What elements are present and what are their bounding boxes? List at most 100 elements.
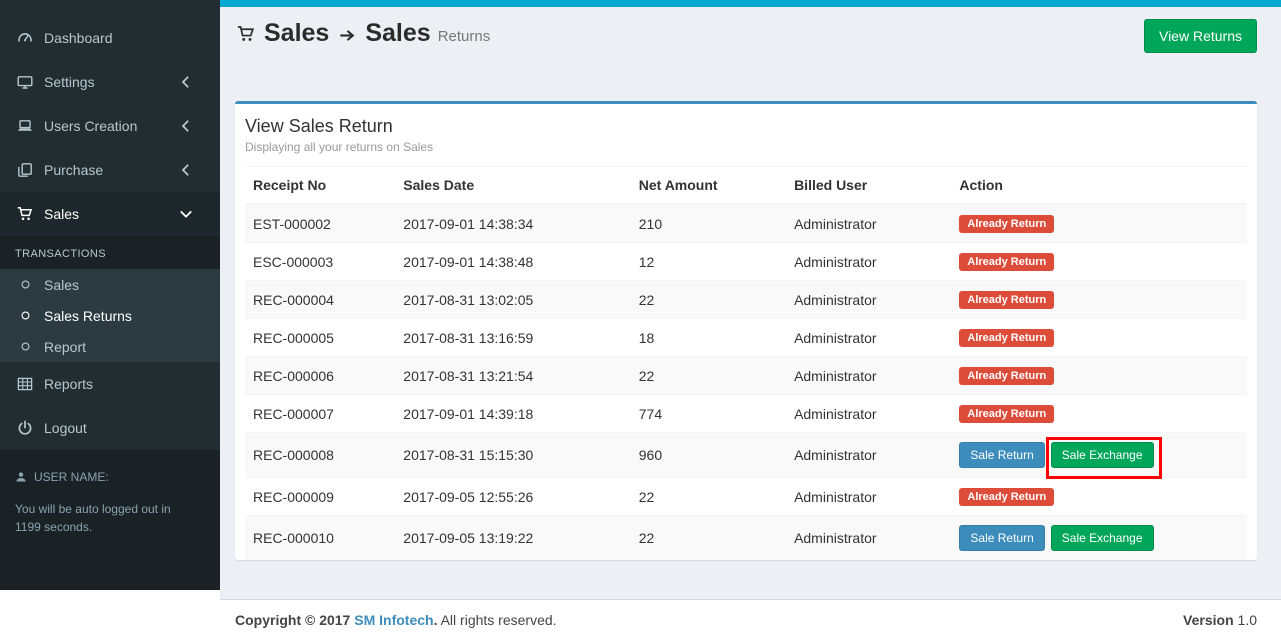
cell-action: Already Return <box>951 356 1247 395</box>
cell-receipt-no: REC-000009 <box>245 477 396 516</box>
cell-sales-date: 2017-09-05 13:19:22 <box>395 515 631 560</box>
cell-sales-date: 2017-08-31 13:21:54 <box>395 356 631 395</box>
table-row: REC-000009 2017-09-05 12:55:26 22 Administr… <box>245 477 1247 516</box>
chevron-down-icon <box>176 206 196 222</box>
table-row: REC-000005 2017-08-31 13:16:59 18 Administr… <box>245 318 1247 357</box>
user-icon <box>15 471 27 483</box>
shopping-cart-icon <box>15 206 35 222</box>
already-return-badge: Already Return <box>959 405 1055 423</box>
cell-net-amount: 960 <box>630 432 787 478</box>
sidebar-item-users-creation[interactable]: Users Creation <box>0 104 220 148</box>
cell-receipt-no: REC-000008 <box>245 432 396 478</box>
cell-sales-date: 2017-08-31 13:16:59 <box>395 318 631 357</box>
sales-return-card: View Sales Return Displaying all your re… <box>235 101 1257 560</box>
sidebar-item-purchase[interactable]: Purchase <box>0 148 220 192</box>
sidebar-item-logout[interactable]: Logout <box>0 406 220 450</box>
copy-icon <box>15 162 35 178</box>
page-title: Sales Sales Returns <box>235 19 490 48</box>
sale-exchange-button[interactable]: Sale Exchange <box>1050 442 1154 468</box>
sidebar-item-dashboard[interactable]: Dashboard <box>0 16 220 60</box>
circle-o-icon <box>15 310 35 322</box>
content-header: Sales Sales Returns View Returns <box>220 7 1281 53</box>
table-row: EST-000002 2017-09-01 14:38:34 210 Administ… <box>245 203 1247 243</box>
sidebar-item-label: Users Creation <box>44 118 138 134</box>
cell-sales-date: 2017-09-01 14:38:48 <box>395 242 631 281</box>
cell-billed-user: Administrator <box>786 280 952 319</box>
sidebar-item-sales[interactable]: Sales <box>0 192 220 236</box>
sidebar-subitem-sales-returns[interactable]: Sales Returns <box>0 300 220 331</box>
cell-billed-user: Administrator <box>786 432 952 478</box>
user-panel: USER NAME: You will be auto logged out i… <box>0 450 220 590</box>
table-row: REC-000010 2017-09-05 13:19:22 22 Administr… <box>245 515 1247 560</box>
sidebar-panel: Dashboard Settings Users Creation <box>0 0 220 590</box>
sidebar-item-label: Reports <box>44 376 94 392</box>
table-row: REC-000007 2017-09-01 14:39:18 774 Administ… <box>245 394 1247 433</box>
table-icon <box>15 376 35 392</box>
table-row: REC-000006 2017-08-31 13:21:54 22 Administr… <box>245 356 1247 395</box>
version-label: Version <box>1183 611 1234 628</box>
column-header-net-amount: Net Amount <box>630 166 787 205</box>
cell-billed-user: Administrator <box>786 318 952 357</box>
cart-icon <box>235 24 257 44</box>
user-name-label: USER NAME: <box>34 470 109 484</box>
already-return-badge: Already Return <box>959 329 1055 347</box>
sidebar-nav: Dashboard Settings Users Creation <box>0 16 220 450</box>
view-returns-button[interactable]: View Returns <box>1143 19 1257 53</box>
cell-receipt-no: EST-000002 <box>245 203 396 243</box>
sidebar-item-label: Settings <box>44 74 95 90</box>
cell-action: Already Return <box>951 318 1247 357</box>
dashboard-icon <box>15 30 35 46</box>
card-title: View Sales Return <box>245 116 393 136</box>
table-row: ESC-000003 2017-09-01 14:38:48 12 Administr… <box>245 242 1247 281</box>
cell-receipt-no: REC-000004 <box>245 280 396 319</box>
copyright-text: Copyright © 2017 SM Infotech. All rights… <box>235 612 557 628</box>
cell-action: Already Return <box>951 280 1247 319</box>
cell-sales-date: 2017-08-31 13:02:05 <box>395 280 631 319</box>
page-title-secondary: Sales <box>365 19 431 47</box>
cell-billed-user: Administrator <box>786 394 952 433</box>
power-icon <box>15 420 35 436</box>
table-row: REC-000004 2017-08-31 13:02:05 22 Administr… <box>245 280 1247 319</box>
sidebar-subitem-label: Sales <box>44 276 80 293</box>
cell-billed-user: Administrator <box>786 203 952 243</box>
main-content: Sales Sales Returns View Returns View Sa… <box>220 0 1281 639</box>
cell-receipt-no: ESC-000003 <box>245 242 396 281</box>
laptop-icon <box>15 118 35 134</box>
chevron-left-icon <box>176 118 196 134</box>
sidebar-subitem-sales[interactable]: Sales <box>0 269 220 300</box>
cell-net-amount: 22 <box>630 356 787 395</box>
card-header: View Sales Return Displaying all your re… <box>235 104 1257 160</box>
already-return-badge: Already Return <box>959 253 1055 271</box>
cell-action: Already Return <box>951 477 1247 516</box>
sidebar-section-transactions: TRANSACTIONS <box>0 236 220 269</box>
copyright-year: Copyright © 2017 <box>235 611 351 628</box>
cell-action: Sale Return Sale Exchange <box>951 432 1247 479</box>
sidebar-item-reports[interactable]: Reports <box>0 362 220 406</box>
cell-sales-date: 2017-08-31 15:15:30 <box>395 432 631 478</box>
cell-billed-user: Administrator <box>786 477 952 516</box>
user-name-row: USER NAME: <box>15 470 205 484</box>
brand-link[interactable]: SM Infotech <box>354 611 434 628</box>
card-subtitle: Displaying all your returns on Sales <box>245 140 434 154</box>
cell-action: Already Return <box>951 242 1247 281</box>
sale-exchange-button[interactable]: Sale Exchange <box>1050 525 1154 551</box>
circle-o-icon <box>15 279 35 291</box>
sale-return-button[interactable]: Sale Return <box>959 525 1045 551</box>
sidebar-subitem-label: Report <box>44 338 87 355</box>
sidebar-subitem-report[interactable]: Report <box>0 331 220 362</box>
table-head: Receipt No Sales Date Net Amount Billed Use… <box>245 166 1247 205</box>
version-number: 1.0 <box>1237 611 1257 628</box>
cell-action: Already Return <box>951 203 1247 243</box>
sale-return-button[interactable]: Sale Return <box>959 442 1045 468</box>
sidebar-item-settings[interactable]: Settings <box>0 60 220 104</box>
cell-receipt-no: REC-000007 <box>245 394 396 433</box>
arrow-right-icon <box>338 29 356 43</box>
page-title-primary: Sales <box>264 19 330 47</box>
cell-net-amount: 22 <box>630 280 787 319</box>
rights-text: All rights reserved. <box>440 611 557 628</box>
cell-action: Already Return <box>951 394 1247 433</box>
column-header-sales-date: Sales Date <box>395 166 631 205</box>
already-return-badge: Already Return <box>959 488 1055 506</box>
cell-receipt-no: REC-000006 <box>245 356 396 395</box>
